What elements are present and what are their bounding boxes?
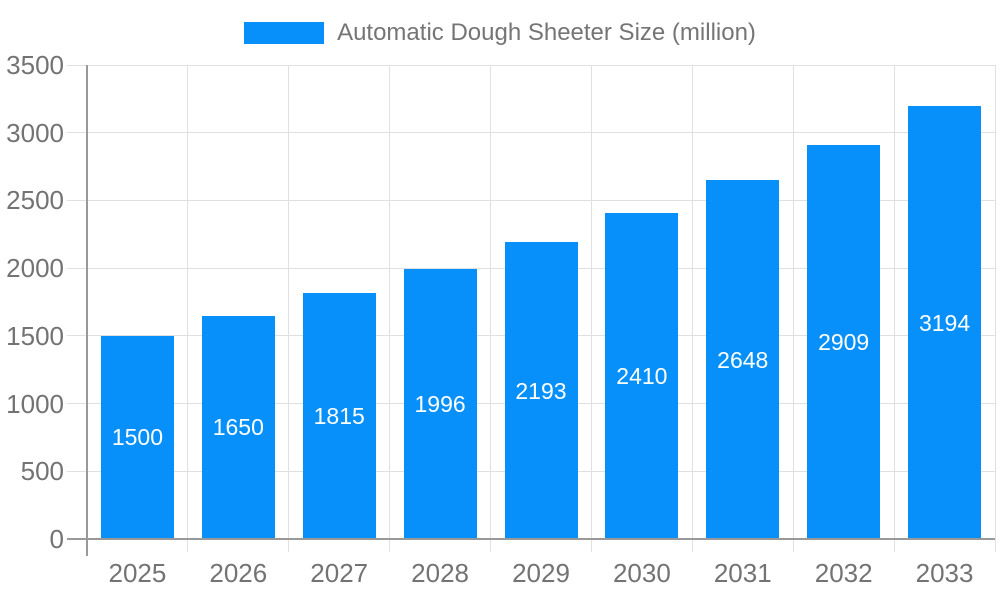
- h-gridline: [67, 132, 995, 134]
- y-axis-line: [86, 65, 88, 556]
- x-tick-label: 2030: [612, 558, 671, 588]
- y-tick-label: 500: [20, 456, 64, 487]
- v-gridline: [994, 65, 996, 552]
- bar[interactable]: [807, 145, 881, 539]
- v-gridline: [187, 65, 189, 552]
- h-gridline: [67, 64, 995, 66]
- h-gridline: [67, 199, 995, 201]
- v-gridline: [389, 65, 391, 552]
- legend-swatch-icon: [244, 22, 325, 44]
- legend-label: Automatic Dough Sheeter Size (million): [337, 19, 756, 46]
- x-tick-label: 2029: [512, 558, 570, 588]
- y-tick-label: 2000: [6, 253, 64, 284]
- v-gridline: [590, 65, 592, 552]
- y-tick-label: 1000: [6, 388, 64, 419]
- x-tick-label: 2033: [915, 558, 974, 588]
- v-gridline: [490, 65, 492, 552]
- x-tick-label: 2028: [411, 558, 470, 588]
- v-gridline: [893, 65, 895, 552]
- bar[interactable]: [302, 293, 376, 539]
- bar[interactable]: [100, 335, 174, 539]
- y-tick-label: 0: [49, 524, 64, 554]
- bar[interactable]: [201, 315, 275, 539]
- bar[interactable]: [504, 242, 578, 539]
- y-tick-label: 2500: [6, 185, 64, 216]
- legend: Automatic Dough Sheeter Size (million): [0, 19, 1000, 47]
- bar[interactable]: [403, 268, 477, 539]
- x-tick-label: 2027: [310, 558, 369, 588]
- bar[interactable]: [908, 106, 982, 539]
- v-gridline: [792, 65, 794, 552]
- x-tick-label: 2032: [814, 558, 873, 588]
- legend-item[interactable]: Automatic Dough Sheeter Size (million): [244, 19, 756, 47]
- bar[interactable]: [706, 180, 780, 539]
- x-tick-label: 2031: [713, 558, 772, 588]
- x-axis-line: [67, 538, 995, 540]
- y-tick-label: 1500: [6, 320, 64, 351]
- v-gridline: [691, 65, 693, 552]
- v-gridline: [288, 65, 290, 552]
- x-tick-label: 2025: [108, 558, 167, 588]
- bar[interactable]: [605, 212, 679, 539]
- x-tick-label: 2026: [209, 558, 268, 588]
- y-tick-label: 3500: [6, 50, 64, 80]
- y-tick-label: 3000: [6, 117, 64, 148]
